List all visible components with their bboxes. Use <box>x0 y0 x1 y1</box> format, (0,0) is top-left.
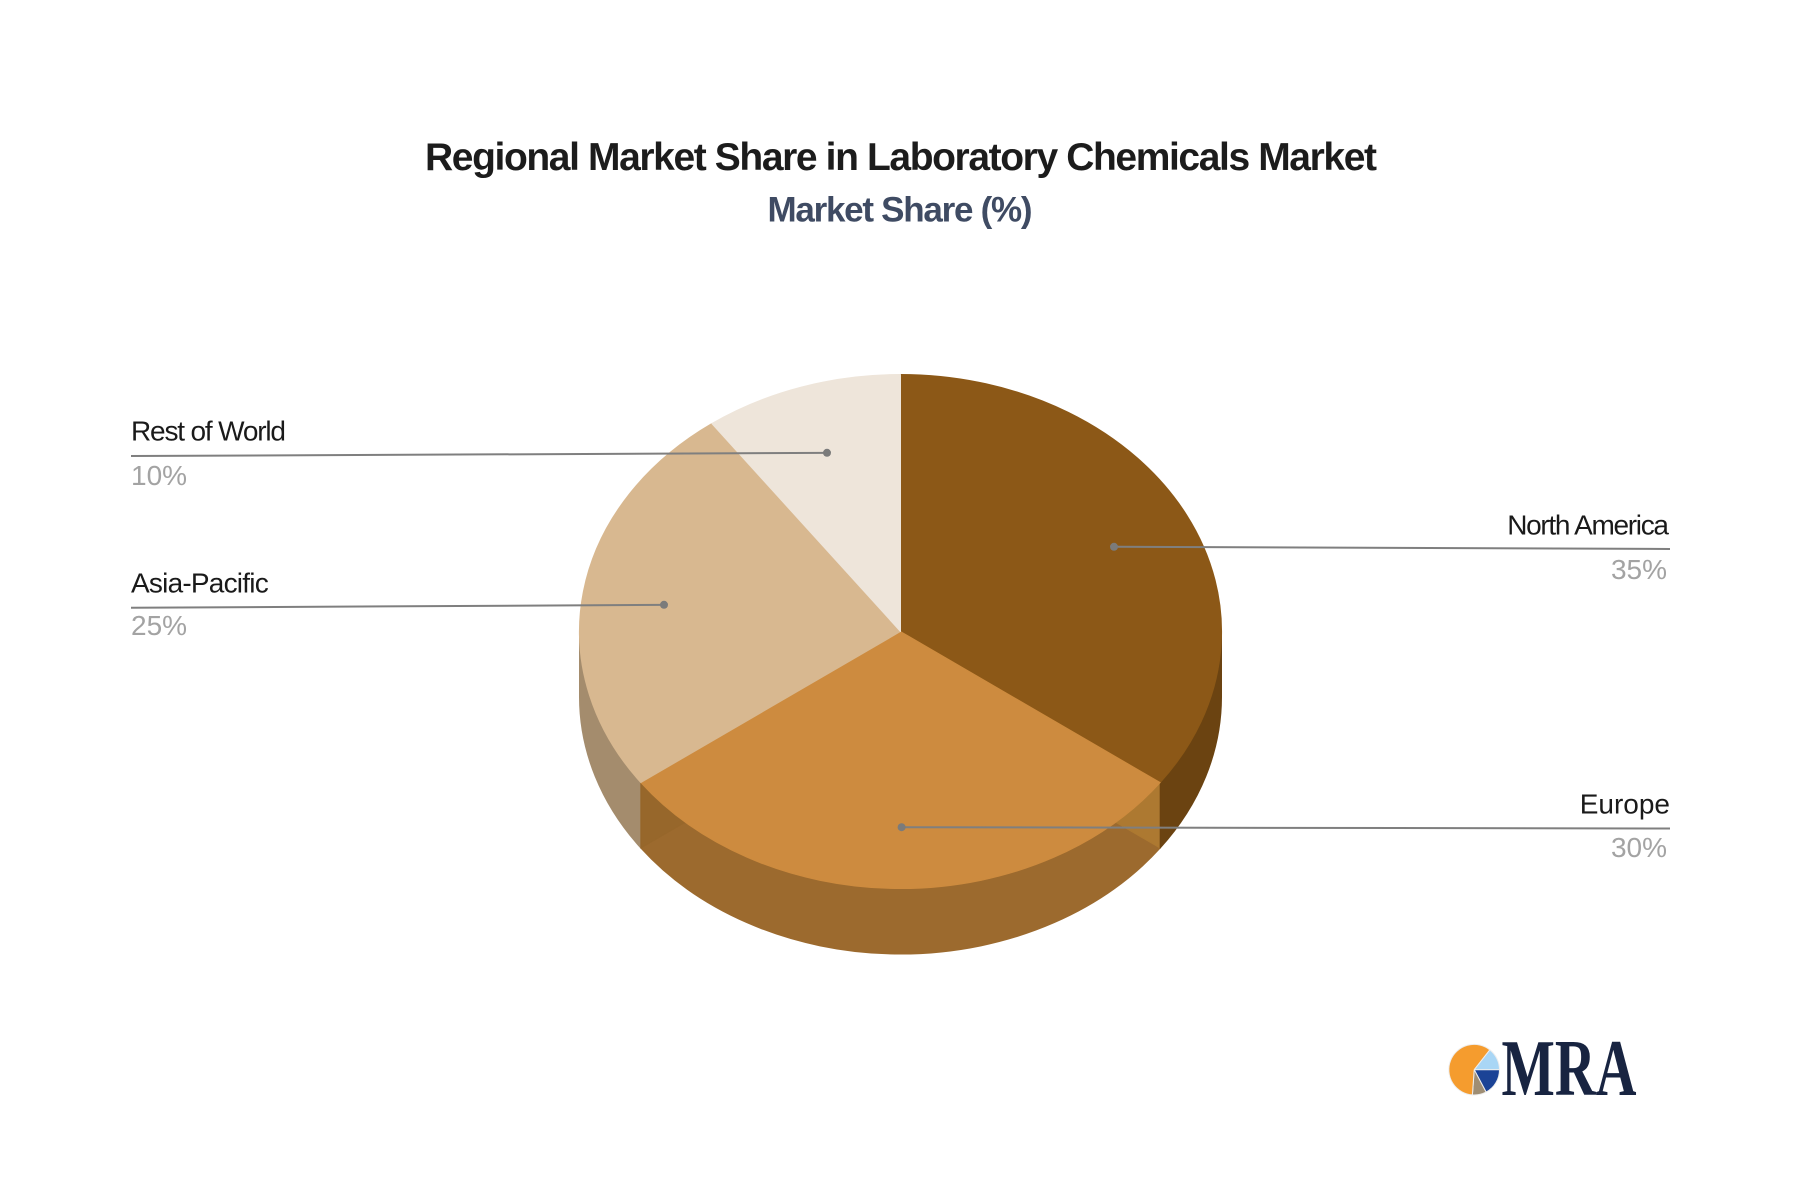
svg-text:Europe: Europe <box>1580 789 1670 820</box>
svg-text:35%: 35% <box>1611 554 1667 585</box>
svg-text:Regional Market Share in Labor: Regional Market Share in Laboratory Chem… <box>425 136 1377 179</box>
svg-text:10%: 10% <box>131 460 187 491</box>
svg-text:30%: 30% <box>1611 832 1667 863</box>
svg-text:25%: 25% <box>131 610 187 641</box>
svg-text:MRA: MRA <box>1502 1025 1637 1113</box>
svg-text:Asia-Pacific: Asia-Pacific <box>131 567 269 598</box>
svg-text:North America: North America <box>1507 509 1669 540</box>
svg-text:Rest of World: Rest of World <box>131 416 286 447</box>
svg-text:Market Share (%): Market Share (%) <box>768 191 1033 230</box>
